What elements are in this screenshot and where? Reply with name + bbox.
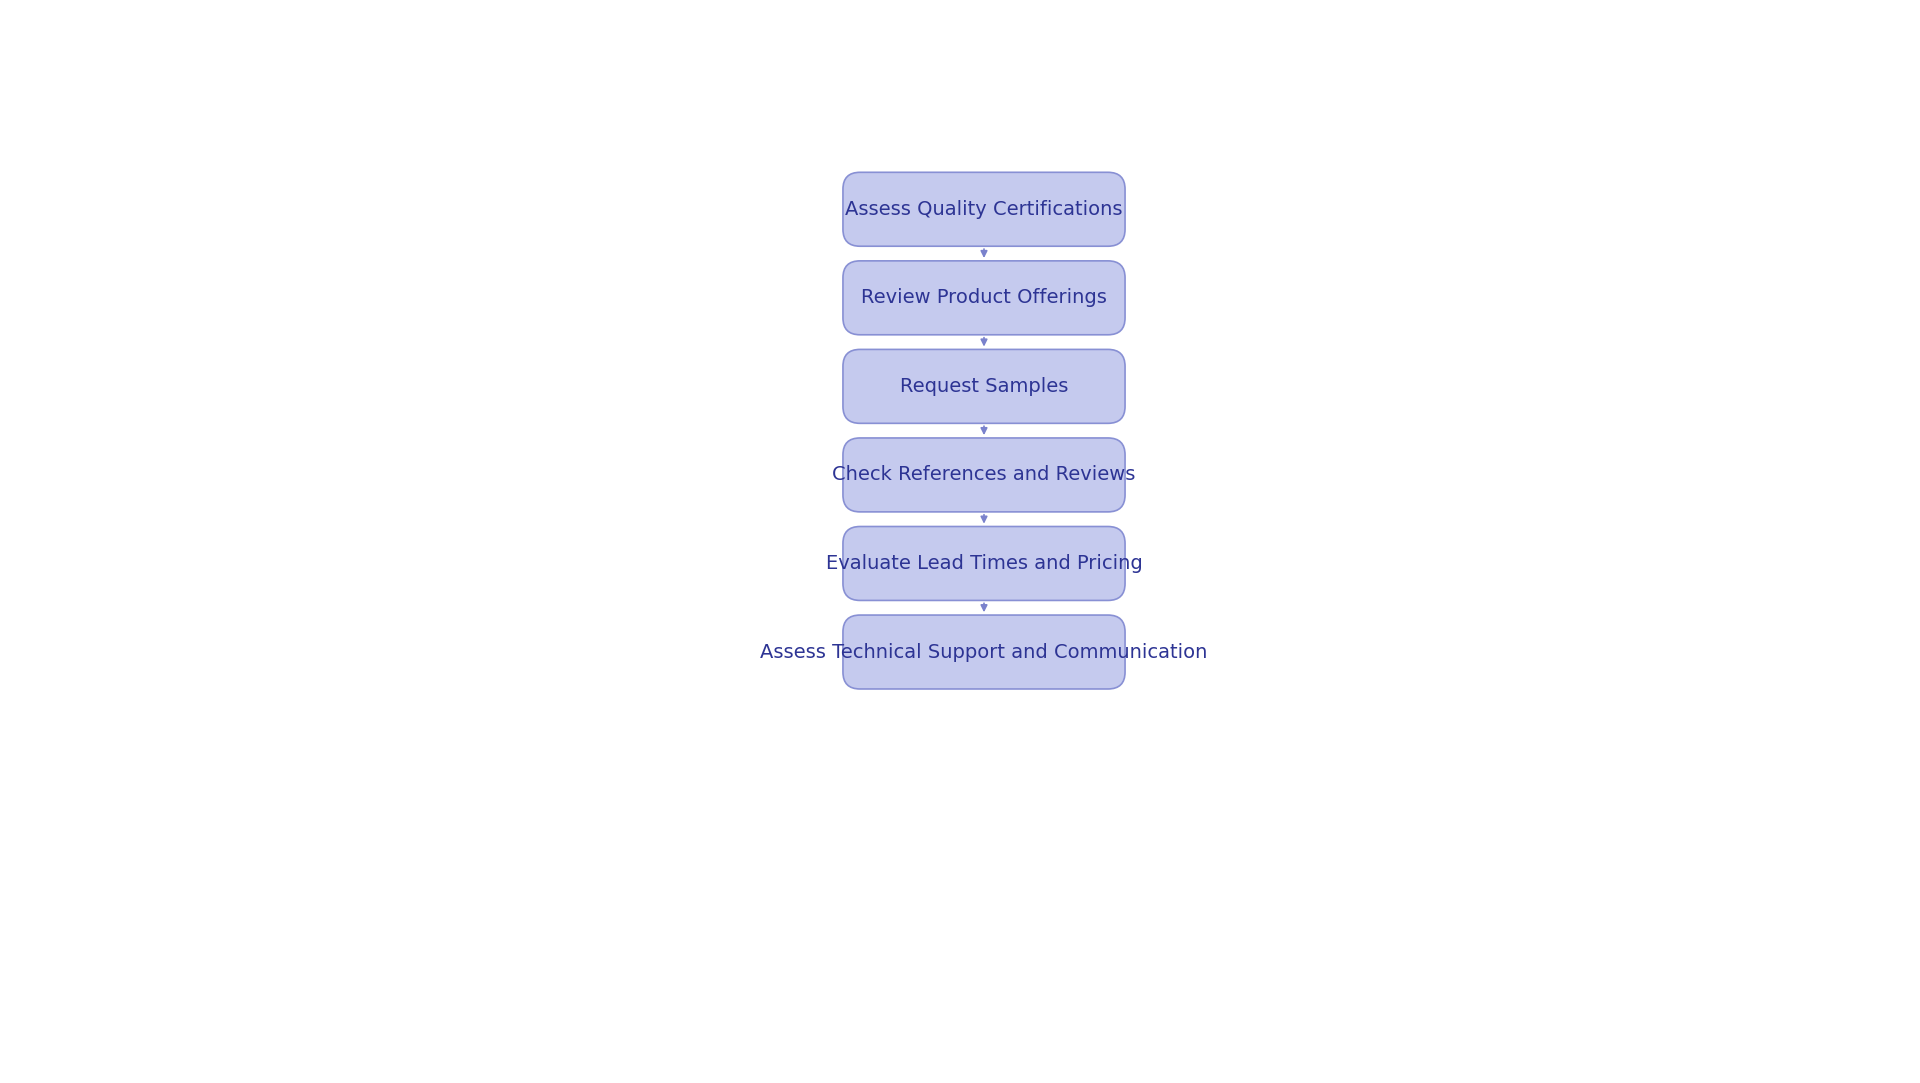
FancyBboxPatch shape <box>843 526 1125 600</box>
FancyBboxPatch shape <box>843 261 1125 335</box>
FancyBboxPatch shape <box>843 438 1125 512</box>
Text: Check References and Reviews: Check References and Reviews <box>831 466 1137 484</box>
FancyBboxPatch shape <box>843 350 1125 423</box>
FancyBboxPatch shape <box>843 172 1125 246</box>
Text: Review Product Offerings: Review Product Offerings <box>860 288 1108 308</box>
FancyBboxPatch shape <box>843 615 1125 689</box>
Text: Assess Technical Support and Communication: Assess Technical Support and Communicati… <box>760 642 1208 662</box>
Text: Evaluate Lead Times and Pricing: Evaluate Lead Times and Pricing <box>826 554 1142 573</box>
Text: Assess Quality Certifications: Assess Quality Certifications <box>845 199 1123 219</box>
Text: Request Samples: Request Samples <box>900 377 1068 396</box>
